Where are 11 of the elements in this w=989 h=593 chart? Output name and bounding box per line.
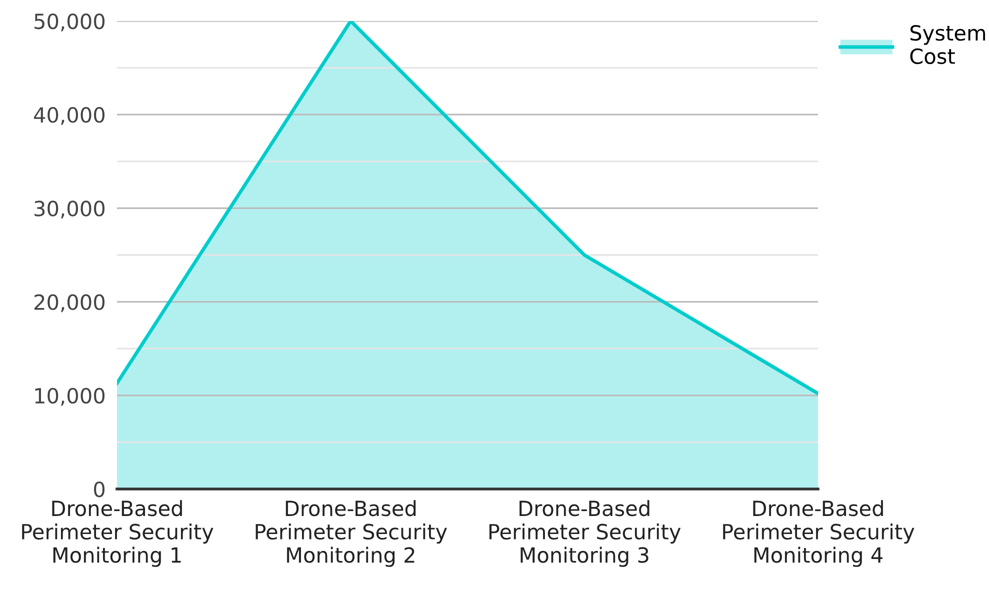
- x-tick-label: Drone-Based Perimeter Security Monitoring 4: [723, 500, 914, 567]
- x-tick-label: Drone-Based Perimeter Security Monitoring 1: [22, 500, 214, 567]
- x-tick-label: Drone-Based Perimeter Security Monitoring 3: [489, 500, 681, 567]
- legend-label: System Cost: [910, 25, 986, 64]
- y-tick-label: 20,000: [34, 294, 105, 312]
- y-tick-label: 30,000: [34, 200, 105, 219]
- x-tick-label: Drone-Based Perimeter Security Monitoring 2: [256, 500, 447, 567]
- y-tick-label: 10,000: [35, 388, 105, 406]
- y-tick-label: 50,000: [34, 13, 105, 32]
- y-tick-label: 0: [94, 481, 105, 498]
- y-tick-label: 40,000: [34, 107, 105, 125]
